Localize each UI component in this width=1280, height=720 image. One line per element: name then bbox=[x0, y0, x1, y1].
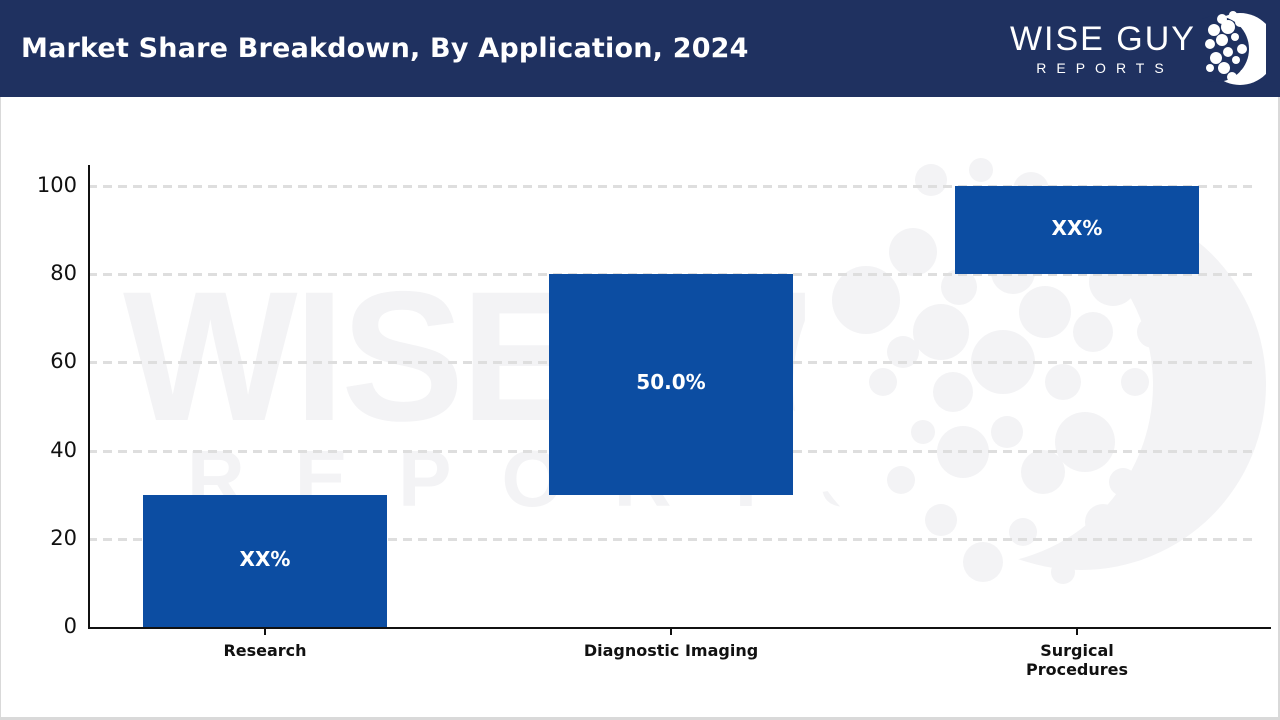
y-tick-label: 100 bbox=[36, 173, 77, 197]
y-tick-label: 20 bbox=[50, 525, 77, 550]
x-tick-mark bbox=[264, 629, 266, 635]
logo-subtitle: REPORTS bbox=[1036, 59, 1174, 76]
header-bar: Market Share Breakdown, By Application, … bbox=[0, 0, 1280, 97]
logo-face-icon bbox=[1202, 10, 1266, 85]
gridline bbox=[88, 185, 1257, 188]
y-tick-label: 40 bbox=[50, 437, 77, 462]
bar bbox=[143, 494, 387, 627]
bar-value-label: XX% bbox=[239, 546, 291, 571]
y-tick-label: 60 bbox=[50, 349, 77, 374]
x-tick-mark bbox=[670, 629, 672, 635]
bar-value-label: 50.0% bbox=[636, 370, 706, 395]
x-category-label: Surgical Procedures bbox=[1025, 641, 1129, 679]
x-axis-line bbox=[88, 627, 1271, 629]
page-title: Market Share Breakdown, By Application, … bbox=[21, 33, 749, 64]
x-category-label: Diagnostic Imaging bbox=[583, 641, 759, 660]
x-tick-mark bbox=[1076, 629, 1078, 635]
y-tick-label: 0 bbox=[63, 614, 77, 638]
bar bbox=[549, 274, 793, 495]
logo-text: WISE GUY REPORTS bbox=[1010, 22, 1196, 76]
chart-area: WISE GUY REPORTS bbox=[1, 97, 1278, 717]
x-category-label: Research bbox=[223, 641, 307, 660]
gridline bbox=[88, 537, 1257, 541]
brand-logo: WISE GUY REPORTS bbox=[1010, 9, 1266, 89]
bar-value-label: XX% bbox=[1051, 216, 1103, 241]
y-axis-line bbox=[88, 165, 90, 629]
plot: 0 20 40 60 80 100 XX% Research 50.0% Diagnostic I… bbox=[1, 97, 1278, 717]
y-tick-label: 80 bbox=[50, 261, 77, 286]
logo-wordmark: WISE GUY bbox=[1009, 19, 1196, 58]
